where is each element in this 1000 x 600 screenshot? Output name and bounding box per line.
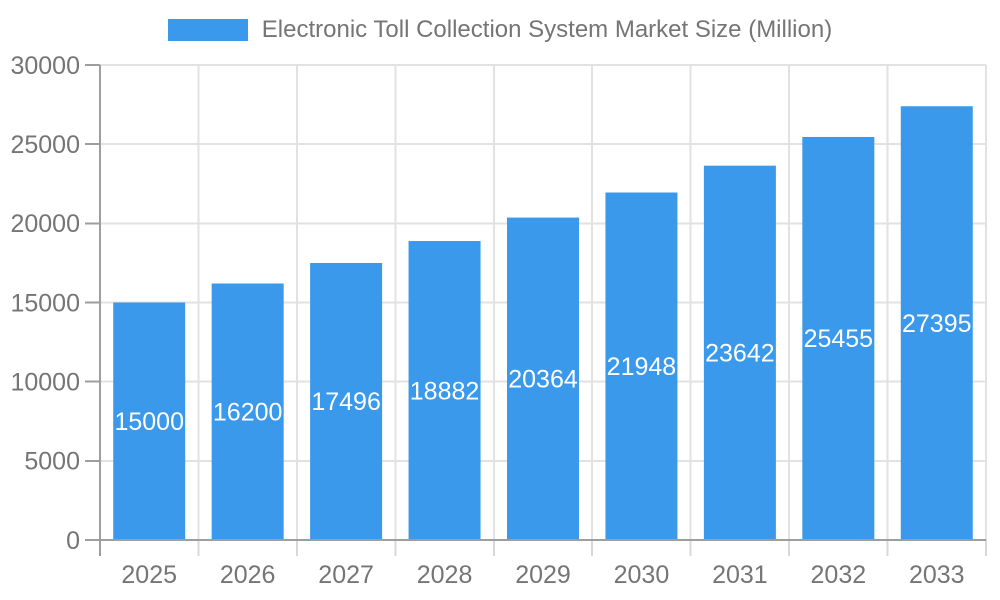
y-axis-tick-label: 10000: [10, 368, 80, 396]
bar[interactable]: [113, 302, 186, 541]
bar-value-label: 16200: [213, 399, 283, 427]
bar-value-label: 21948: [607, 353, 677, 381]
bar[interactable]: [703, 165, 776, 540]
y-axis-tick-label: 5000: [24, 448, 80, 476]
x-axis-tick-label: 2027: [318, 561, 374, 589]
x-axis-tick-label: 2033: [909, 561, 965, 589]
bar-value-label: 20364: [508, 366, 578, 394]
bar-value-label: 15000: [114, 408, 184, 436]
bar-value-label: 23642: [705, 340, 775, 368]
bar-value-label: 18882: [410, 377, 480, 405]
x-axis-tick-label: 2026: [220, 561, 276, 589]
y-axis-tick-label: 15000: [10, 289, 80, 317]
chart-legend[interactable]: Electronic Toll Collection System Market…: [0, 16, 1000, 44]
legend-swatch[interactable]: [167, 19, 248, 41]
x-axis-tick-label: 2025: [121, 561, 177, 589]
bar-value-label: 27395: [902, 310, 972, 338]
y-axis-tick-label: 0: [66, 527, 80, 555]
bar[interactable]: [605, 192, 678, 541]
x-axis-tick-label: 2032: [811, 561, 867, 589]
bar[interactable]: [408, 241, 481, 540]
bar[interactable]: [310, 262, 383, 540]
y-axis-tick-label: 30000: [10, 52, 80, 80]
x-axis-tick-label: 2029: [515, 561, 571, 589]
bar[interactable]: [507, 217, 579, 540]
bar-value-label: 17496: [311, 388, 381, 416]
x-axis-tick-label: 2031: [712, 561, 768, 589]
bar[interactable]: [900, 106, 973, 540]
legend-label[interactable]: Electronic Toll Collection System Market…: [261, 16, 833, 43]
x-axis-tick-label: 2028: [417, 561, 473, 589]
y-axis-tick-label: 20000: [10, 210, 80, 238]
bar[interactable]: [211, 283, 284, 541]
bar-value-label: 25455: [804, 325, 874, 353]
x-axis-tick-label: 2030: [614, 561, 670, 589]
bar[interactable]: [802, 136, 875, 540]
y-axis-tick-label: 25000: [10, 131, 80, 159]
